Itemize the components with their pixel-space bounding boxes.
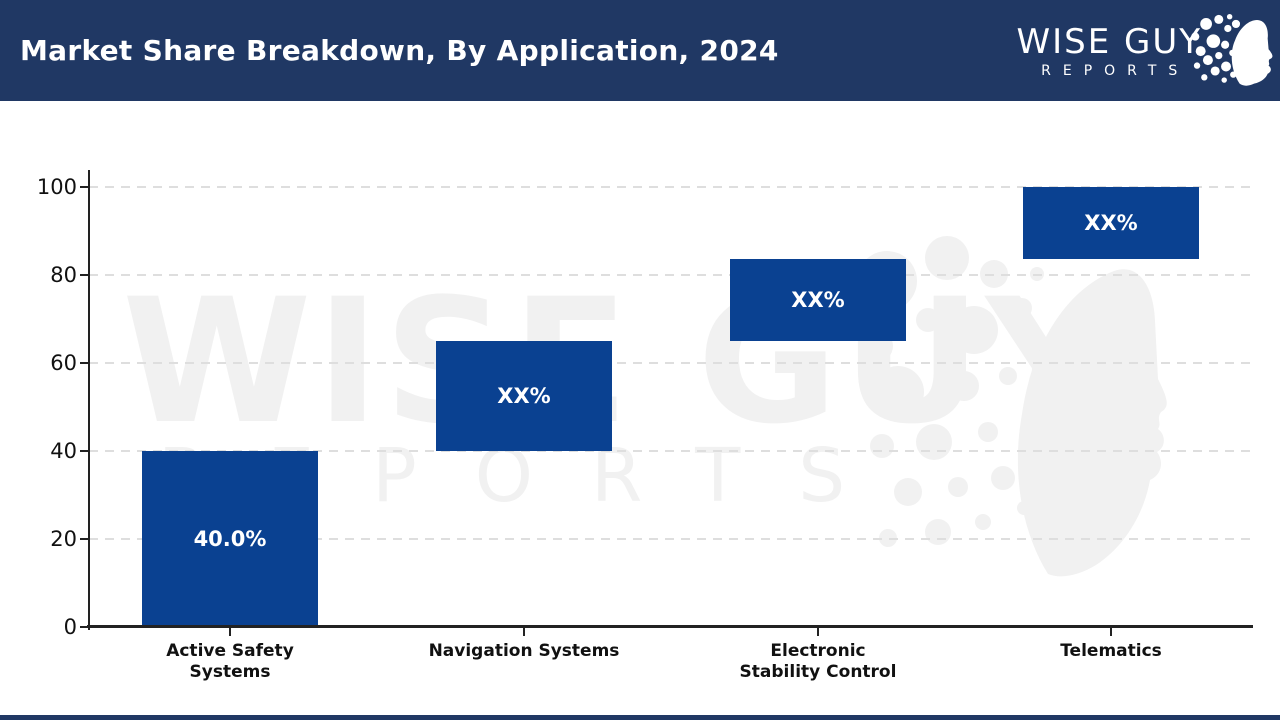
bar-navigation-systems: XX% <box>436 341 612 451</box>
bar-value-label: XX% <box>1084 211 1138 236</box>
bar-electronic-stability-control: XX% <box>730 259 906 341</box>
gridlines <box>0 101 1280 715</box>
gridline <box>89 274 1253 276</box>
wiseguy-logo: WISE GUY REPORTS <box>1016 6 1274 98</box>
bar-active-safety-systems: 40.0% <box>142 451 318 627</box>
gridline <box>89 450 1253 452</box>
bar-value-label: XX% <box>497 384 551 408</box>
footer-bar <box>0 715 1280 720</box>
logo-face-icon <box>1191 13 1273 86</box>
chart-area: WISE GUY REPORTS 40.0% XX% XX% XX% <box>0 101 1280 715</box>
gridline <box>89 362 1253 364</box>
logo-wordmark: WISE GUY <box>1016 22 1202 62</box>
gridline <box>89 186 1253 188</box>
bar-value-label: 40.0% <box>193 527 267 551</box>
logo-subtitle: REPORTS <box>1041 63 1190 79</box>
bars-layer: 40.0% XX% XX% XX% <box>0 101 1280 715</box>
chart-title: Market Share Breakdown, By Application, … <box>20 34 779 67</box>
logo-text: WISE GUY REPORTS <box>1016 24 1202 80</box>
bar-value-label: XX% <box>791 288 845 313</box>
bar-telematics: XX% <box>1023 187 1199 260</box>
header-bar: Market Share Breakdown, By Application, … <box>0 0 1280 101</box>
gridline <box>89 538 1253 540</box>
